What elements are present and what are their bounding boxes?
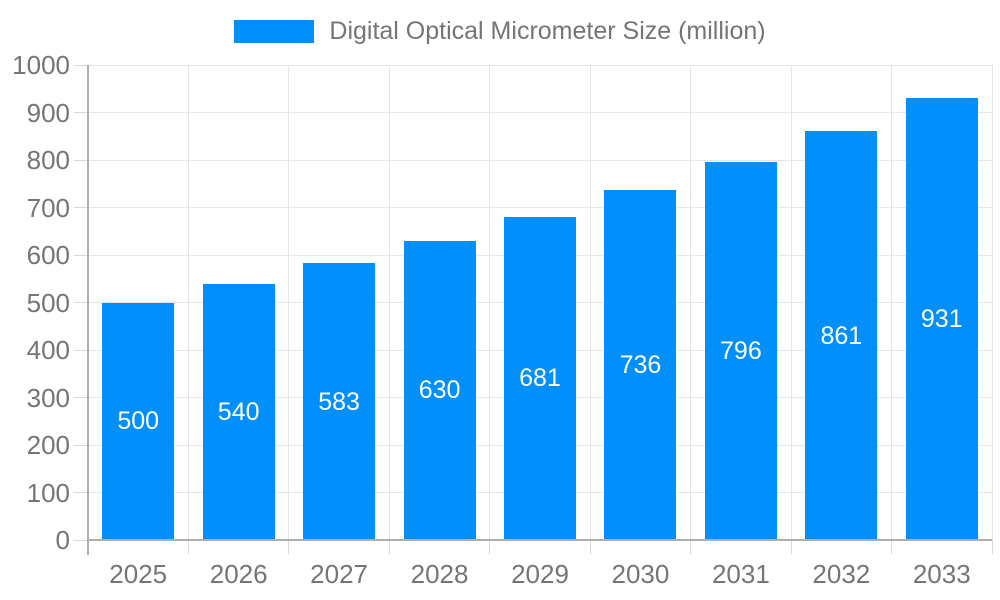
x-axis-tick xyxy=(288,540,290,554)
x-axis-tick xyxy=(489,540,491,554)
x-gridline xyxy=(187,65,189,540)
x-axis-tick xyxy=(690,540,692,554)
bar-value-label: 540 xyxy=(217,397,260,426)
y-gridline xyxy=(88,64,992,66)
x-gridline xyxy=(489,65,491,540)
bar xyxy=(604,190,677,540)
y-axis-label: 900 xyxy=(26,97,70,128)
x-gridline xyxy=(790,65,792,540)
bar xyxy=(403,240,476,540)
bar-value-label: 583 xyxy=(318,387,360,416)
x-axis-label: 2025 xyxy=(109,559,168,589)
bar-value-label: 861 xyxy=(820,321,863,350)
x-axis-tick xyxy=(187,540,189,554)
bar-value-label: 630 xyxy=(418,376,461,405)
bar-value-label: 796 xyxy=(720,336,762,365)
legend-swatch xyxy=(234,20,315,43)
y-axis-tick xyxy=(74,349,88,351)
bar xyxy=(905,97,978,540)
bar xyxy=(202,283,275,540)
bar xyxy=(504,216,576,540)
y-axis-tick xyxy=(74,112,88,113)
x-gridline xyxy=(589,65,591,540)
y-gridline xyxy=(88,207,992,208)
x-axis-line xyxy=(88,539,992,541)
y-axis-label: 200 xyxy=(26,430,70,460)
x-axis-label: 2026 xyxy=(209,559,268,589)
y-axis-tick xyxy=(74,444,88,446)
x-gridline xyxy=(388,65,390,540)
bar xyxy=(303,263,376,540)
x-axis-label: 2032 xyxy=(812,559,871,589)
bar xyxy=(704,161,777,540)
y-axis-tick xyxy=(74,302,88,303)
x-gridline xyxy=(891,65,893,540)
y-axis-tick xyxy=(74,539,88,541)
y-axis-line xyxy=(87,65,89,555)
x-axis-label: 2033 xyxy=(912,559,971,589)
y-axis-label: 1000 xyxy=(12,50,70,80)
y-axis-label: 800 xyxy=(26,145,70,175)
y-axis-tick xyxy=(74,397,88,398)
y-axis-tick xyxy=(74,64,88,66)
y-axis-tick xyxy=(74,159,88,161)
x-gridline xyxy=(690,65,692,540)
x-axis-tick xyxy=(388,540,390,554)
y-axis-label: 600 xyxy=(26,240,70,270)
legend-item-series[interactable]: Digital Optical Micrometer Size (million… xyxy=(234,17,766,46)
bar xyxy=(805,131,878,540)
x-axis-label: 2030 xyxy=(611,559,670,589)
legend-label: Digital Optical Micrometer Size (million… xyxy=(329,17,766,45)
y-gridline xyxy=(88,159,992,161)
bar-value-label: 681 xyxy=(519,364,561,393)
y-axis-tick xyxy=(74,207,88,208)
x-axis-label: 2029 xyxy=(511,559,569,589)
x-gridline xyxy=(288,65,290,540)
y-axis-label: 100 xyxy=(26,477,70,508)
x-axis-tick xyxy=(790,540,792,554)
y-gridline xyxy=(88,112,992,113)
bar-value-label: 500 xyxy=(117,407,160,436)
bar xyxy=(102,302,175,540)
y-axis-label: 400 xyxy=(26,335,70,365)
x-axis-label: 2031 xyxy=(711,559,770,589)
x-axis-tick xyxy=(891,540,893,554)
legend: Digital Optical Micrometer Size (million… xyxy=(0,17,1000,46)
x-axis-label: 2028 xyxy=(410,559,469,589)
y-axis-label: 0 xyxy=(55,525,70,555)
y-axis-label: 300 xyxy=(26,382,70,413)
x-axis-tick xyxy=(589,540,591,554)
y-axis-tick xyxy=(74,254,88,256)
x-gridline xyxy=(991,65,993,540)
y-axis-label: 500 xyxy=(26,287,70,318)
bar-value-label: 736 xyxy=(619,351,662,380)
bar-value-label: 931 xyxy=(920,304,963,333)
y-axis-tick xyxy=(74,492,88,493)
y-axis-label: 700 xyxy=(26,192,70,223)
x-axis-label: 2027 xyxy=(310,559,369,589)
x-axis-tick xyxy=(991,540,993,554)
